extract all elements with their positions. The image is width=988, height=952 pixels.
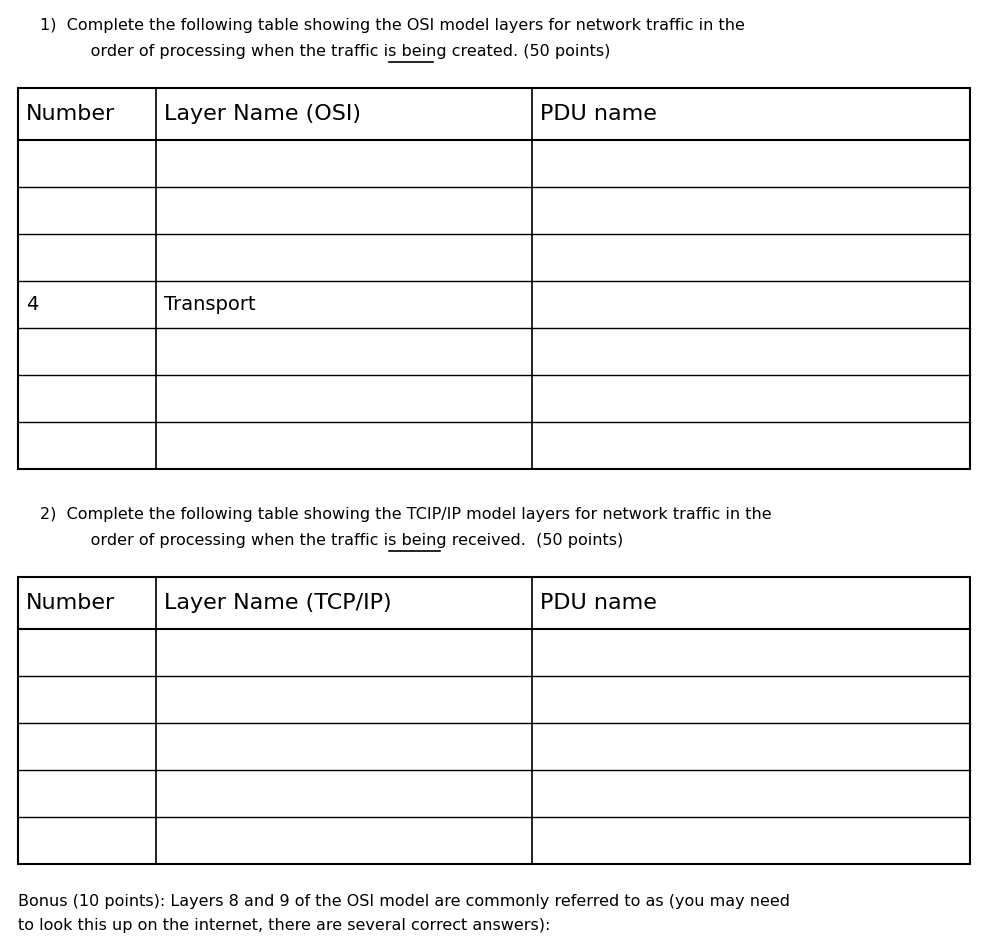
Text: Layer Name (TCP/IP): Layer Name (TCP/IP) (164, 593, 391, 613)
Text: 2)  Complete the following table showing the TCIP/IP model layers for network tr: 2) Complete the following table showing … (40, 507, 772, 522)
Bar (18, 88, 970, 469)
Bar (18, 577, 970, 864)
Text: Bonus (10 points): Layers 8 and 9 of the OSI model are commonly referred to as (: Bonus (10 points): Layers 8 and 9 of the… (18, 894, 790, 909)
Text: order of processing when the traffic is being received.  (50 points): order of processing when the traffic is … (65, 533, 623, 548)
Text: Number: Number (26, 593, 116, 613)
Text: Number: Number (26, 104, 116, 124)
Text: Layer Name (OSI): Layer Name (OSI) (164, 104, 361, 124)
Text: to look this up on the internet, there are several correct answers):: to look this up on the internet, there a… (18, 918, 550, 933)
Text: PDU name: PDU name (540, 104, 657, 124)
Text: PDU name: PDU name (540, 593, 657, 613)
Text: order of processing when the traffic is being created. (50 points): order of processing when the traffic is … (65, 44, 611, 59)
Text: 1)  Complete the following table showing the OSI model layers for network traffi: 1) Complete the following table showing … (40, 18, 745, 33)
Text: Transport: Transport (164, 295, 256, 314)
Text: 4: 4 (26, 295, 39, 314)
